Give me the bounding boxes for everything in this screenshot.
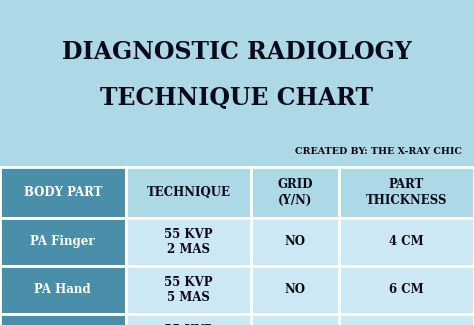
Text: NO: NO (284, 235, 306, 248)
Text: BODY PART: BODY PART (24, 186, 102, 199)
Text: PART
THICKNESS: PART THICKNESS (366, 178, 447, 207)
Bar (0, 314, 126, 325)
Bar (0, 266, 126, 314)
Bar (251, 314, 339, 325)
Text: 6 CM: 6 CM (389, 283, 424, 296)
Text: 55 KVP
5 MAS: 55 KVP 5 MAS (164, 324, 213, 325)
Text: 4 CM: 4 CM (389, 235, 424, 248)
Text: 55 KVP
2 MAS: 55 KVP 2 MAS (164, 227, 213, 256)
Bar (126, 167, 251, 218)
Bar (0, 167, 126, 218)
Text: 55 KVP
5 MAS: 55 KVP 5 MAS (164, 276, 213, 304)
Bar (126, 266, 251, 314)
Bar (0, 218, 126, 266)
Bar (339, 266, 474, 314)
Bar (339, 167, 474, 218)
Text: TECHNIQUE: TECHNIQUE (146, 186, 230, 199)
Text: CREATED BY: THE X-RAY CHIC: CREATED BY: THE X-RAY CHIC (295, 147, 462, 156)
Text: DIAGNOSTIC RADIOLOGY: DIAGNOSTIC RADIOLOGY (62, 40, 412, 64)
Text: PA Finger: PA Finger (30, 235, 95, 248)
Bar (339, 218, 474, 266)
Text: TECHNIQUE CHART: TECHNIQUE CHART (100, 85, 374, 110)
Bar (339, 314, 474, 325)
Text: NO: NO (284, 283, 306, 296)
Bar (126, 314, 251, 325)
Bar (251, 266, 339, 314)
Bar (126, 218, 251, 266)
Bar (251, 218, 339, 266)
Text: GRID
(Y/N): GRID (Y/N) (277, 178, 313, 207)
Text: PA Hand: PA Hand (35, 283, 91, 296)
Bar (251, 167, 339, 218)
